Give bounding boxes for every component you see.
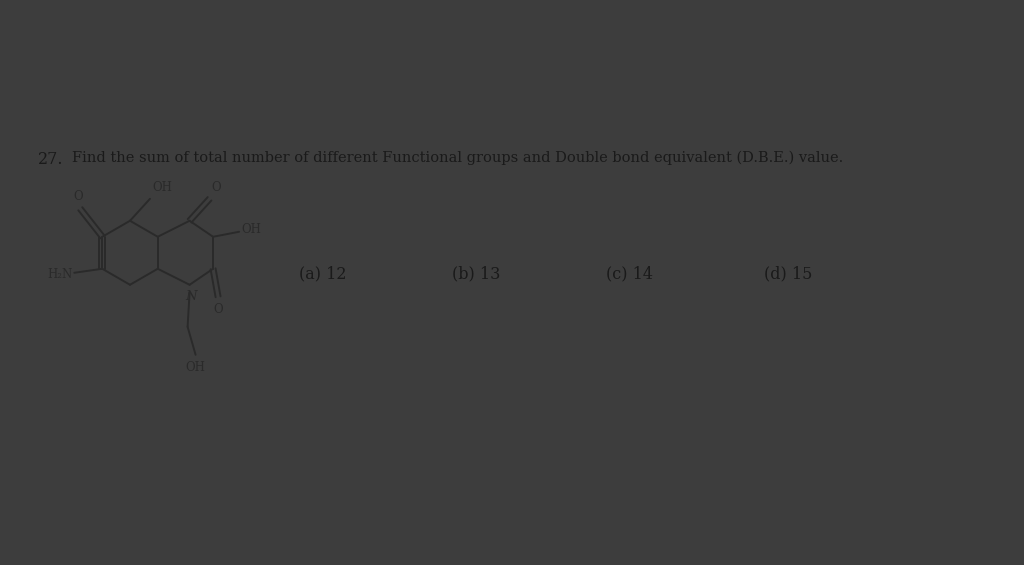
Text: OH: OH <box>152 181 172 194</box>
Text: O: O <box>74 190 83 203</box>
Text: OH: OH <box>241 223 261 236</box>
Text: (b) 13: (b) 13 <box>452 265 501 282</box>
Text: N: N <box>184 290 197 303</box>
Text: Find the sum of total number of different Functional groups and Double bond equi: Find the sum of total number of differen… <box>72 151 843 165</box>
Text: (c) 14: (c) 14 <box>606 265 653 282</box>
Text: O: O <box>212 181 221 194</box>
Text: 27.: 27. <box>38 151 63 168</box>
Text: O: O <box>213 303 223 316</box>
Text: (d) 15: (d) 15 <box>764 265 813 282</box>
Text: (a) 12: (a) 12 <box>299 265 346 282</box>
Text: H₂N: H₂N <box>47 268 73 281</box>
Text: OH: OH <box>185 361 206 374</box>
